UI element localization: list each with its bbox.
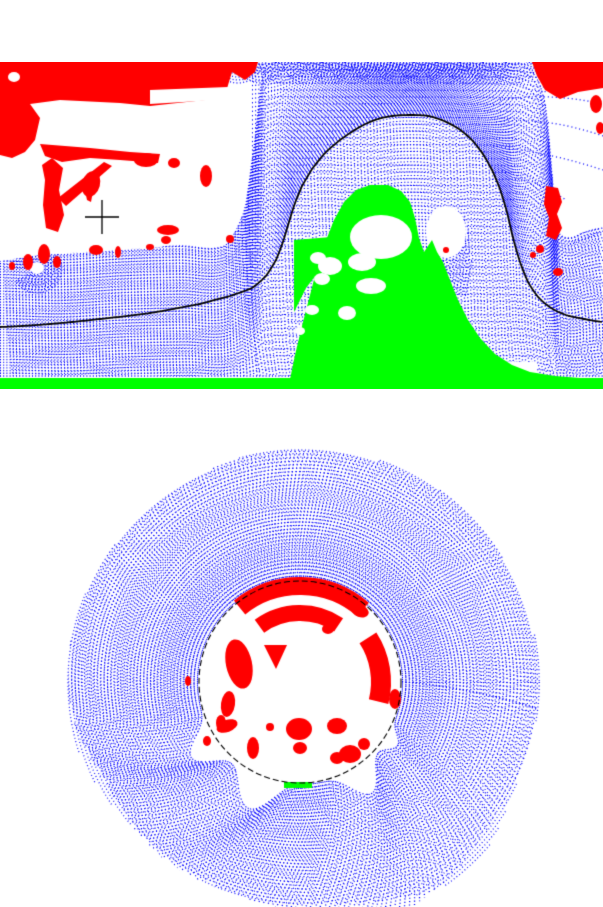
panel-polar-projection [0,440,603,907]
panel-synoptic-map [0,62,603,389]
polar-field-map-canvas [0,440,603,907]
synoptic-field-map-canvas [0,62,603,389]
